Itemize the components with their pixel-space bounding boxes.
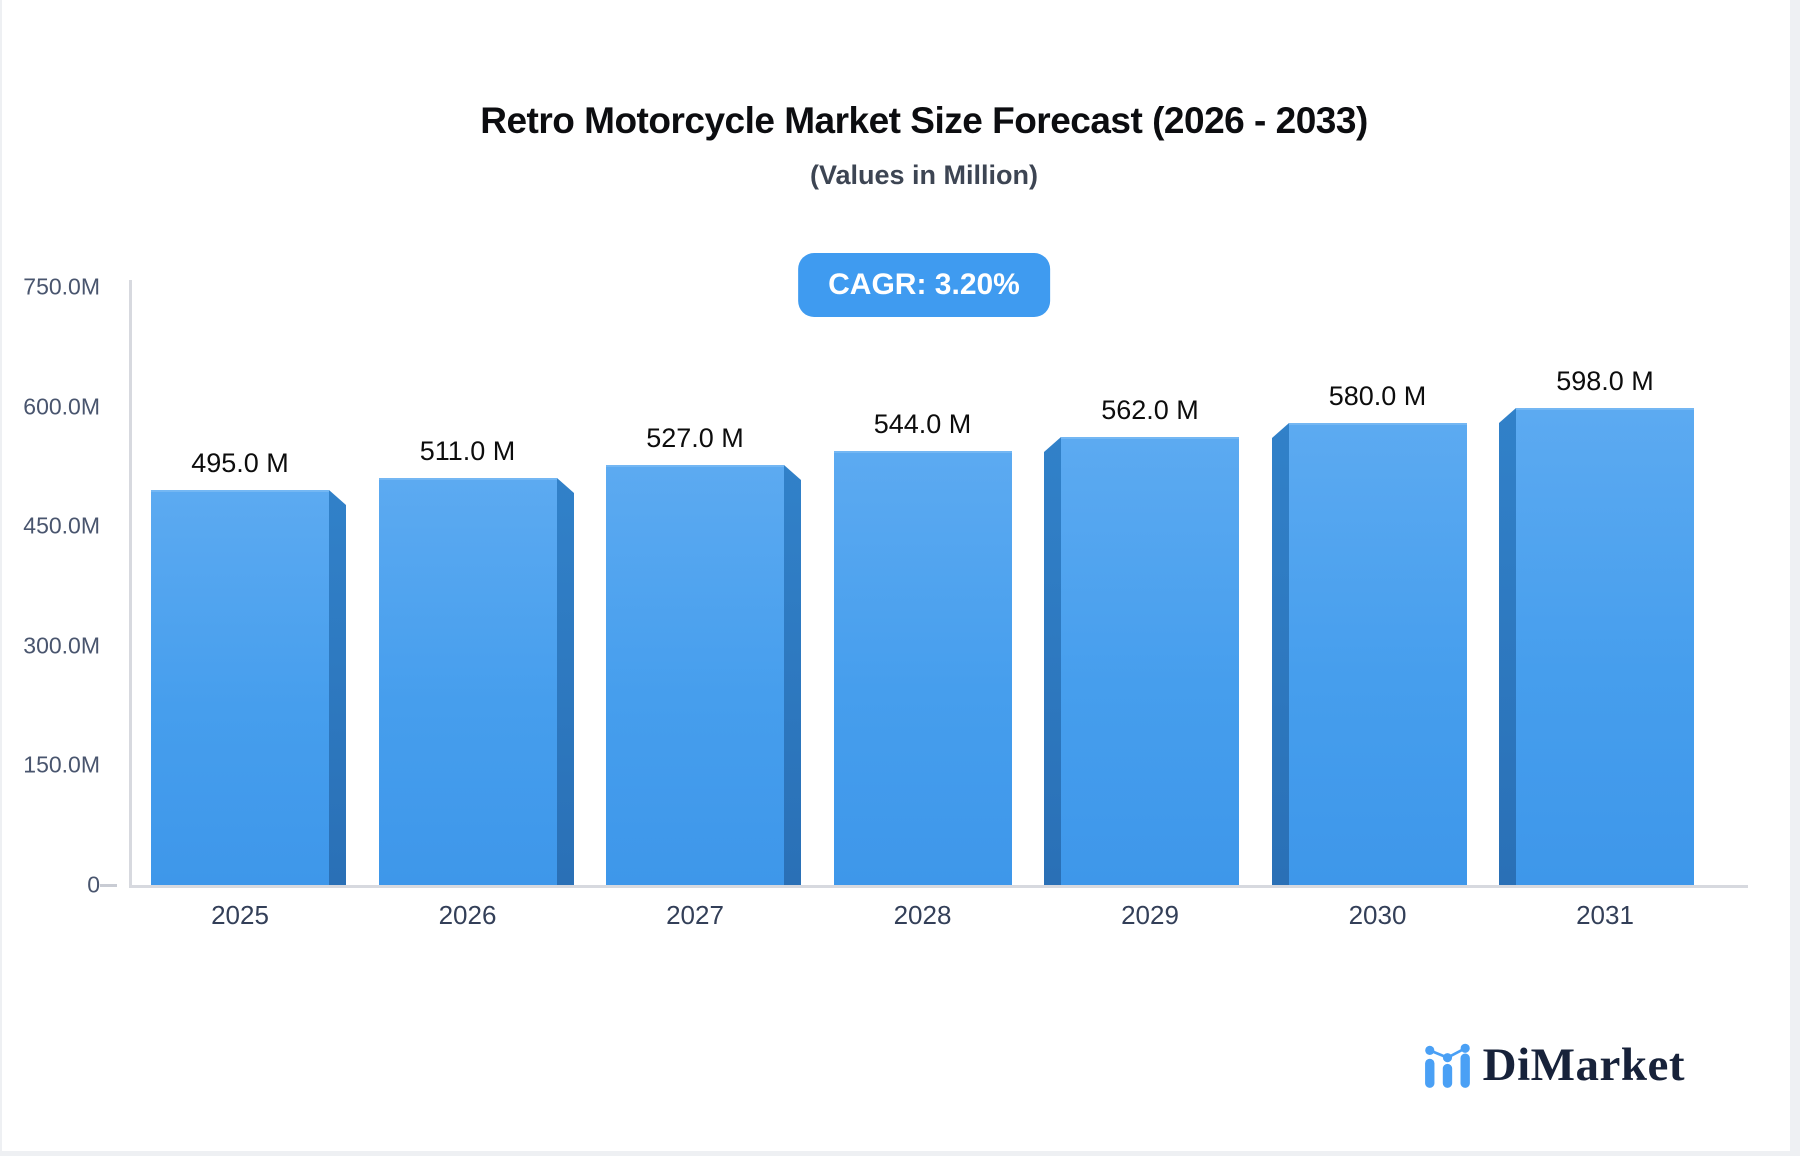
y-axis-tick-label: 150.0M [23, 751, 100, 778]
zero-tick-mark [100, 884, 117, 887]
logo-text: DiMarket [1482, 1039, 1685, 1091]
bar-side-face [329, 490, 346, 885]
bar-side-face [557, 478, 574, 885]
bar-value-label: 511.0 M [419, 436, 516, 466]
page-edge-right [1790, 0, 1800, 1156]
y-axis-tick-label: 450.0M [23, 512, 100, 539]
bar-2027[interactable] [606, 465, 784, 885]
x-axis-label-2031: 2031 [1576, 900, 1634, 930]
y-axis-tick-label: 600.0M [23, 393, 100, 420]
bar-2028[interactable] [834, 451, 1012, 885]
y-axis-line [129, 280, 132, 887]
bar-side-face [1499, 408, 1516, 885]
bar-2030[interactable] [1289, 423, 1467, 885]
bar-value-label: 495.0 M [191, 448, 289, 478]
bar-value-label: 562.0 M [1101, 395, 1199, 425]
x-axis-label-2027: 2027 [666, 900, 724, 930]
bar-value-label: 527.0 M [646, 423, 744, 453]
bar-value-label: 544.0 M [873, 409, 972, 439]
bar-side-face [1272, 423, 1289, 885]
cagr-badge-label: CAGR: 3.20% [828, 268, 1020, 301]
x-axis-label-2028: 2028 [893, 900, 952, 930]
dimarket-logo: DiMarket [1423, 1040, 1685, 1090]
x-axis-line [129, 885, 1748, 888]
bar-side-face [1044, 437, 1061, 885]
x-axis-label-2029: 2029 [1121, 900, 1179, 930]
bar-value-label: 598.0 M [1556, 366, 1654, 396]
chart-subtitle: (Values in Million) [809, 160, 1039, 190]
y-axis-tick-label: 300.0M [23, 632, 100, 659]
x-axis-label-2026: 2026 [438, 900, 497, 930]
bar-2031[interactable] [1516, 408, 1694, 885]
y-axis-tick-label: 750.0M [23, 273, 100, 300]
chart-title: Retro Motorcycle Market Size Forecast (2… [480, 100, 1368, 141]
cagr-badge: CAGR: 3.20% [798, 253, 1050, 317]
page-edge-left [0, 0, 2, 1156]
page-edge-bottom [0, 1151, 1800, 1156]
y-axis-tick-label: 0 [87, 871, 100, 898]
bar-value-label: 580.0 M [1328, 381, 1427, 411]
x-axis-label-2030: 2030 [1348, 900, 1407, 930]
bar-2029[interactable] [1061, 437, 1239, 885]
mini-bar-chart-icon [1424, 1043, 1470, 1088]
bar-2026[interactable] [379, 478, 557, 885]
bar-2025[interactable] [151, 490, 329, 885]
x-axis-label-2025: 2025 [211, 900, 269, 930]
bar-side-face [784, 465, 801, 885]
